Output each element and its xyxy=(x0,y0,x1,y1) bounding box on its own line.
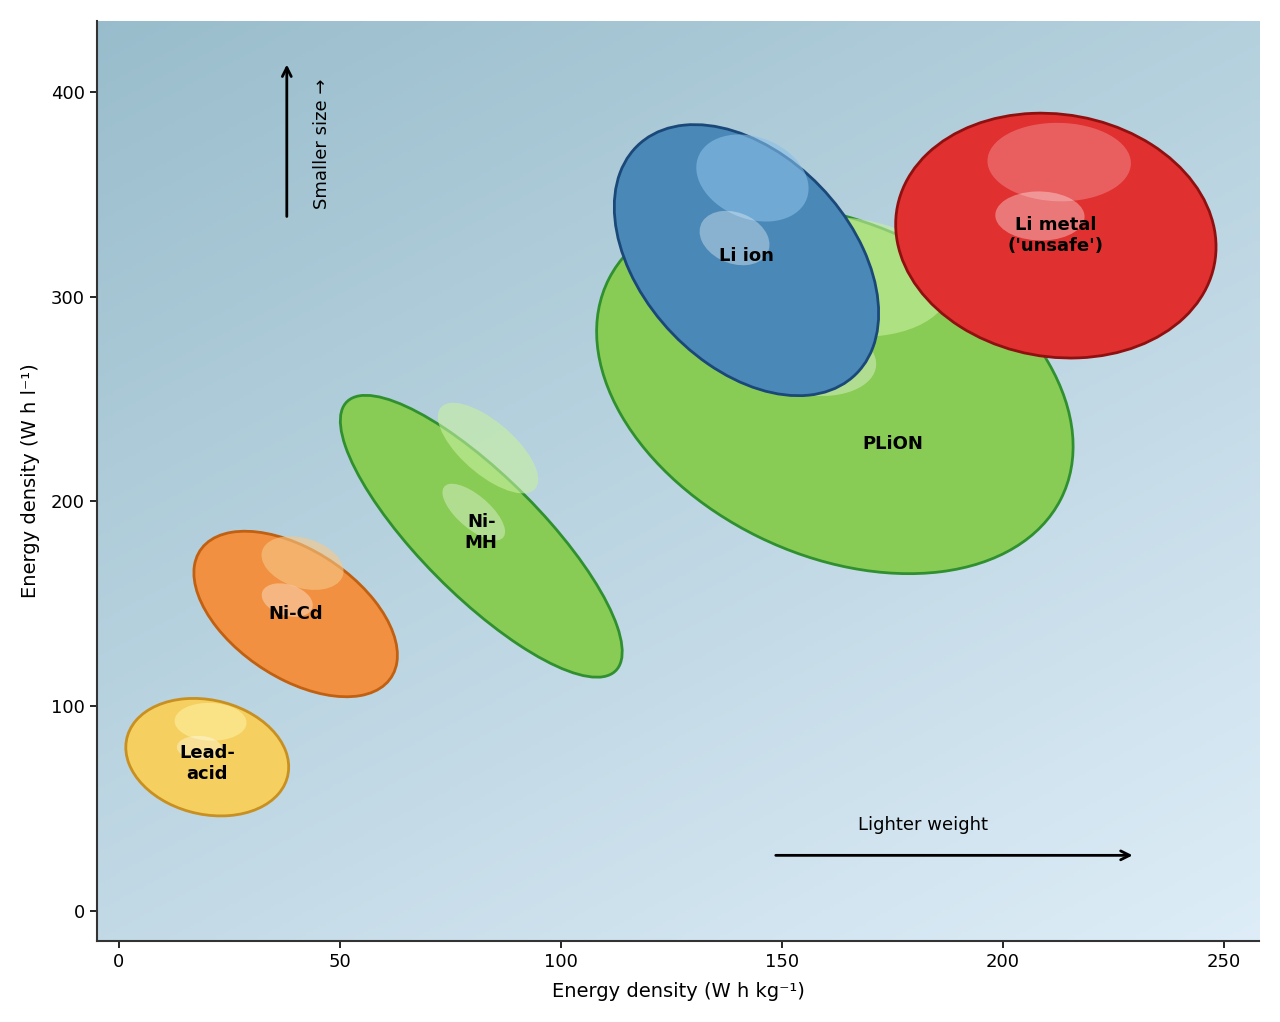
Ellipse shape xyxy=(352,407,611,666)
Ellipse shape xyxy=(443,483,506,541)
Text: PLiON: PLiON xyxy=(861,435,923,453)
Text: Li metal
('unsafe'): Li metal ('unsafe') xyxy=(1007,217,1103,256)
Ellipse shape xyxy=(625,136,868,385)
Ellipse shape xyxy=(996,191,1084,240)
Text: Li ion: Li ion xyxy=(719,247,774,265)
Ellipse shape xyxy=(340,396,622,678)
Ellipse shape xyxy=(614,125,878,396)
Ellipse shape xyxy=(616,219,1053,559)
Ellipse shape xyxy=(193,531,397,697)
Ellipse shape xyxy=(202,538,389,690)
Ellipse shape xyxy=(125,698,289,816)
Ellipse shape xyxy=(174,703,247,741)
Ellipse shape xyxy=(746,218,951,336)
Y-axis label: Energy density (W h l⁻¹): Energy density (W h l⁻¹) xyxy=(20,364,40,599)
Ellipse shape xyxy=(177,736,221,759)
Ellipse shape xyxy=(696,135,809,222)
Ellipse shape xyxy=(261,537,343,590)
X-axis label: Energy density (W h kg⁻¹): Energy density (W h kg⁻¹) xyxy=(552,982,804,1002)
Ellipse shape xyxy=(132,703,282,811)
Text: Lead-
acid: Lead- acid xyxy=(179,744,236,783)
Text: Ni-Cd: Ni-Cd xyxy=(269,605,323,623)
Ellipse shape xyxy=(261,584,312,617)
Text: Lighter weight: Lighter weight xyxy=(859,816,988,834)
Ellipse shape xyxy=(749,322,877,396)
Ellipse shape xyxy=(596,204,1073,573)
Ellipse shape xyxy=(987,123,1132,201)
Ellipse shape xyxy=(438,403,538,494)
Ellipse shape xyxy=(700,211,769,266)
Text: Ni-
MH: Ni- MH xyxy=(465,513,498,552)
Ellipse shape xyxy=(896,113,1216,358)
Ellipse shape xyxy=(909,123,1203,349)
Text: Smaller size →: Smaller size → xyxy=(314,79,332,208)
